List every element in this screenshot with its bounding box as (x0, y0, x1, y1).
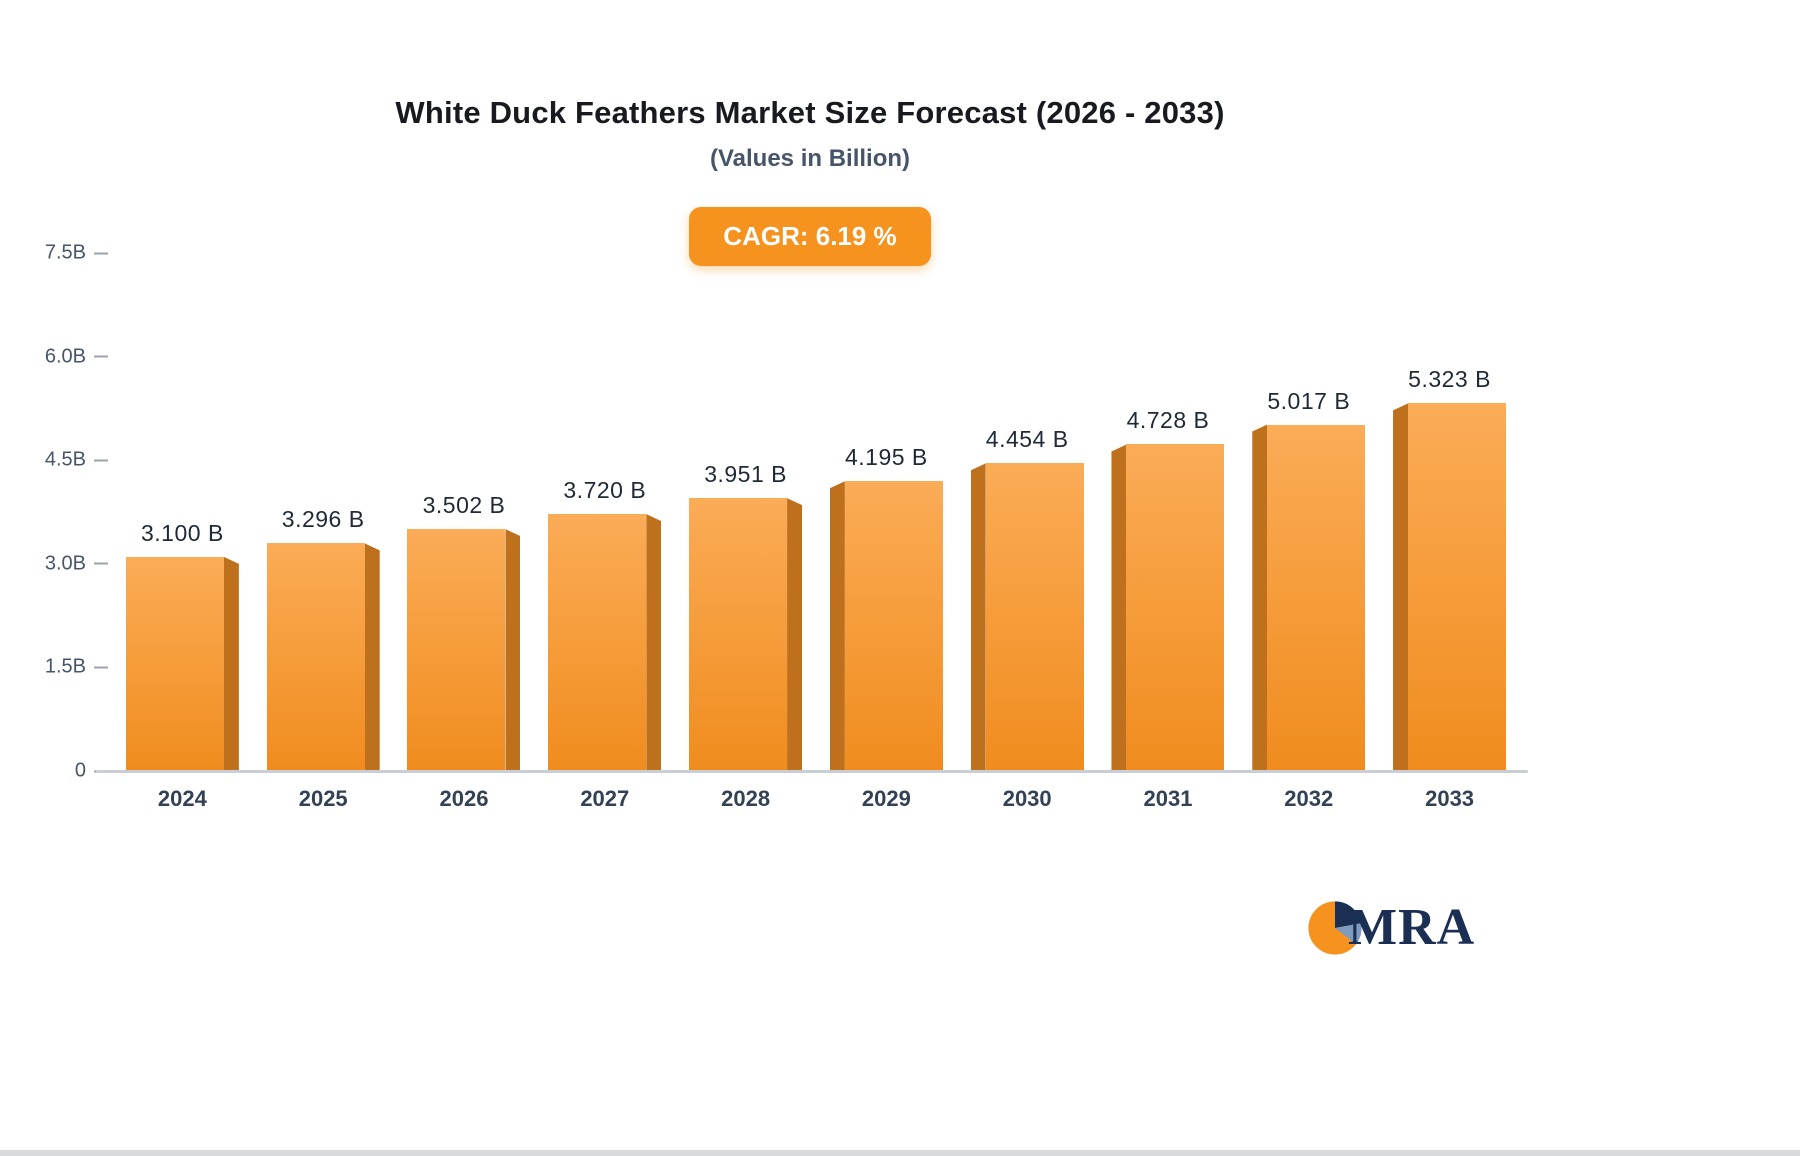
y-tick-label: 0 (74, 759, 86, 782)
bar-column: 3.720 B (534, 253, 675, 771)
bar-side-shade (787, 498, 803, 771)
cagr-badge: CAGR: 6.19 % (689, 207, 931, 266)
bar-face (1267, 424, 1366, 771)
bar-side-shade (829, 481, 845, 771)
y-tick-mark (94, 252, 108, 254)
y-tick: 6.0B (45, 345, 108, 368)
y-tick: 1.5B (45, 656, 108, 679)
bar-face (407, 529, 506, 771)
bar-value-label: 4.454 B (985, 426, 1069, 453)
bar (970, 463, 1084, 771)
bar (548, 514, 662, 771)
bar-side-shade (970, 463, 986, 771)
bar-side-shade (1393, 403, 1409, 771)
logo-pie-icon (1307, 899, 1363, 956)
chart-header: White Duck Feathers Market Size Forecast… (0, 0, 1620, 266)
x-axis-year-label: 2033 (1425, 786, 1475, 811)
bar (1393, 403, 1507, 771)
bar-side-shade (1111, 444, 1127, 771)
bar (1111, 444, 1225, 771)
y-tick-mark (94, 562, 108, 565)
x-axis-year-label: 2025 (298, 786, 348, 811)
bar-value-label: 3.720 B (563, 477, 647, 504)
x-axis-year-label: 2024 (157, 786, 207, 811)
company-logo: MRA (1306, 898, 1475, 957)
y-tick-mark (94, 355, 108, 358)
x-axis-year-label: 2028 (721, 786, 771, 811)
bar-face (985, 463, 1084, 771)
chart-subtitle: (Values in Billion) (709, 145, 911, 172)
bar-value-label: 4.195 B (844, 444, 928, 471)
bar-value-label: 3.502 B (422, 492, 506, 519)
logo-text: MRA (1348, 899, 1476, 956)
y-tick-mark (94, 459, 108, 462)
bar-value-label: 4.728 B (1126, 407, 1210, 434)
bar-column: 5.323 B (1379, 253, 1520, 771)
bar (407, 529, 521, 771)
x-axis-year-label: 2026 (439, 786, 489, 811)
bar (266, 543, 380, 771)
bar-column: 3.502 B (394, 253, 535, 771)
y-tick: 7.5B (45, 242, 108, 265)
bar-column: 3.296 B (253, 253, 394, 771)
bar-side-shade (646, 514, 662, 771)
y-tick: 3.0B (45, 552, 108, 575)
bar-face (125, 556, 224, 771)
bar-column: 4.454 B (957, 253, 1098, 771)
bar-face (548, 514, 647, 771)
bar-column: 4.195 B (816, 253, 957, 771)
bar-column: 4.728 B (1098, 253, 1239, 771)
bar-value-label: 3.296 B (281, 506, 365, 533)
bar-face (266, 543, 365, 771)
x-axis-labels: 2024 2025 2026 2027 2028 2029 2030 2031 2032 2033 (112, 786, 1520, 812)
bar-face (844, 481, 943, 771)
bar-column: 5.017 B (1238, 253, 1379, 771)
y-tick-label: 6.0B (44, 345, 86, 368)
bar (689, 498, 803, 771)
bar-value-label: 5.323 B (1408, 366, 1491, 393)
x-axis-year-label: 2032 (1284, 786, 1334, 811)
x-axis-year-label: 2027 (580, 786, 630, 811)
x-axis-year-label: 2029 (861, 786, 911, 811)
bar-value-label: 3.951 B (704, 461, 787, 488)
bar-side-shade (1252, 424, 1268, 771)
bar-face (1408, 403, 1507, 771)
bar (1252, 424, 1366, 771)
y-tick: 4.5B (45, 449, 108, 472)
bar (125, 556, 239, 771)
bar-face (689, 498, 788, 771)
chart-title: White Duck Feathers Market Size Forecast… (395, 95, 1225, 130)
y-axis: 0 1.5B 3.0B 4.5B 6.0B 7.5B (28, 242, 108, 782)
bar-face (1126, 444, 1225, 771)
x-axis-year-label: 2030 (1002, 786, 1052, 811)
bar-value-label: 3.100 B (141, 519, 224, 546)
bar-side-shade (505, 529, 521, 771)
y-tick-label: 1.5B (44, 655, 86, 678)
bar-column: 3.100 B (112, 253, 253, 771)
bar-side-shade (223, 556, 239, 771)
x-axis-baseline (96, 770, 1528, 773)
y-tick-label: 3.0B (44, 552, 86, 575)
y-tick-label: 4.5B (44, 448, 86, 471)
y-tick-label: 7.5B (44, 241, 86, 264)
plot-area: 3.100 B 3.296 B 3.502 B 3.720 B 3.951 B 4.195… (112, 253, 1520, 771)
y-tick-mark (94, 666, 108, 669)
bar-side-shade (364, 543, 380, 771)
bar-value-label: 5.017 B (1267, 387, 1351, 414)
bar (829, 481, 943, 771)
x-axis-year-label: 2031 (1143, 786, 1193, 811)
bar-column: 3.951 B (675, 253, 816, 771)
